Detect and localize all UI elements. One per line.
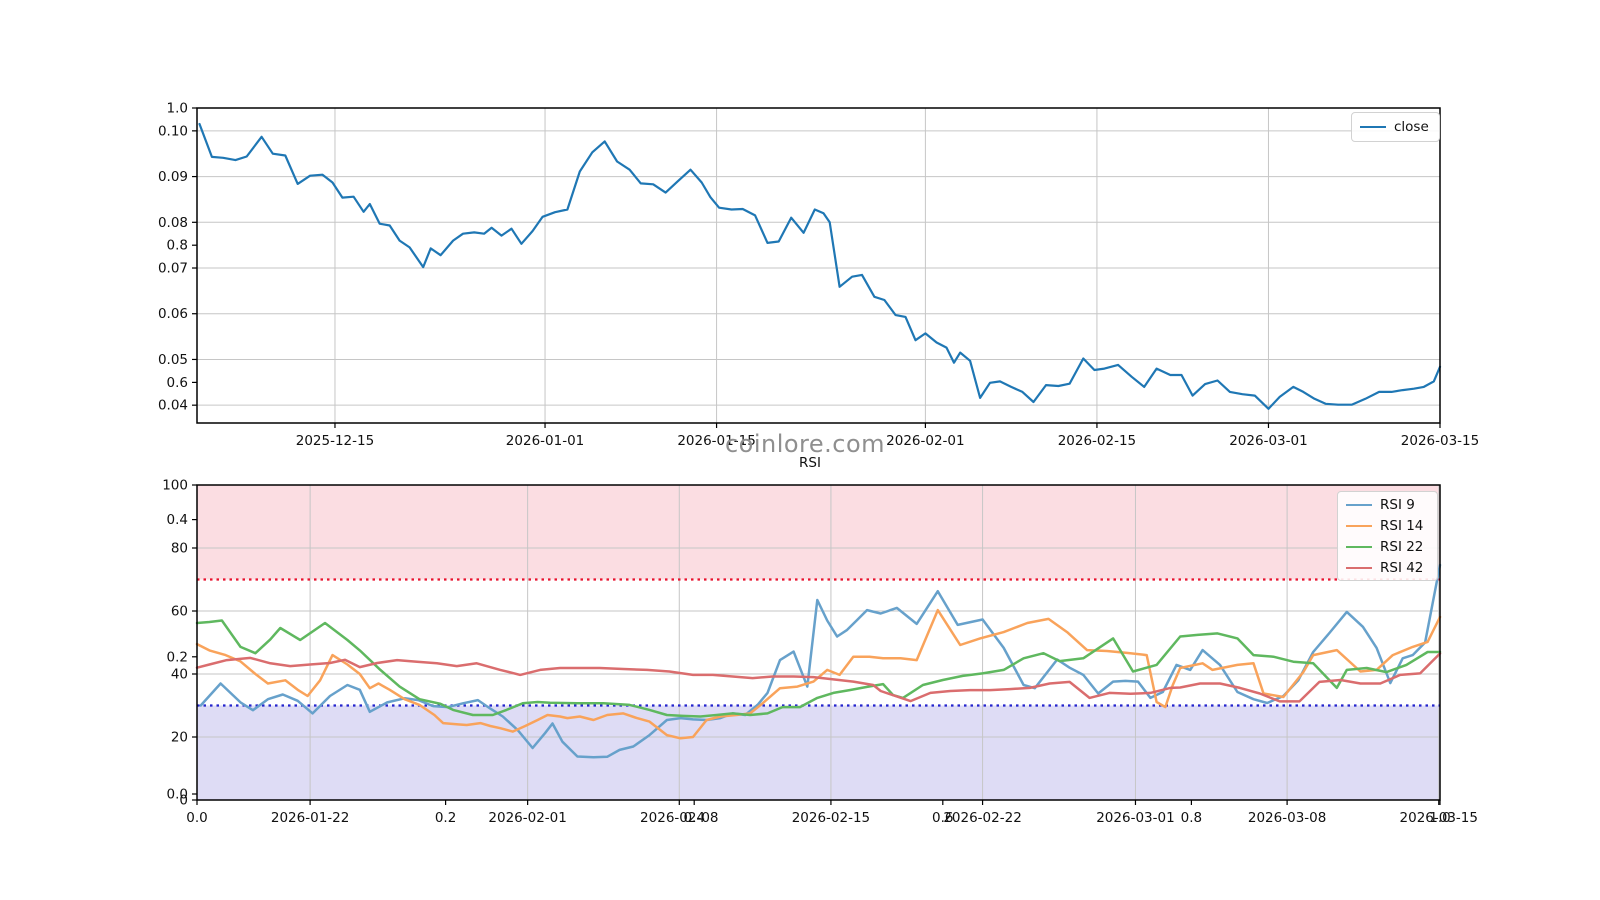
legend-label: close <box>1394 119 1429 135</box>
rsi-42-line <box>195 652 1442 703</box>
rsi-x-tick-label: 2026-03-08 <box>1248 810 1326 826</box>
rsi-band-1 <box>197 705 1440 800</box>
legend-item-rsi-22: RSI 22 <box>1346 539 1429 555</box>
price-y-tick-label: 0.09 <box>158 169 188 185</box>
price-y-tick-label: 0.05 <box>158 352 188 368</box>
rsi-band-0 <box>197 485 1440 580</box>
rsi-x-tick-label: 2026-03-15 <box>1400 810 1478 826</box>
hidden-y-tick-label: 0.8 <box>167 238 188 254</box>
rsi-x-tick-label: 2026-02-22 <box>943 810 1021 826</box>
rsi-panel <box>192 484 1442 805</box>
rsi-x-tick-label: 2026-02-15 <box>792 810 870 826</box>
price-spines <box>196 107 1441 424</box>
rsi-y-tick-label: 60 <box>171 604 188 620</box>
rsi-x-tick-label: 2026-02-08 <box>640 810 718 826</box>
legend-item-rsi-9: RSI 9 <box>1346 497 1429 513</box>
legend-label: RSI 22 <box>1380 538 1424 555</box>
hidden-default-axis <box>192 107 1441 805</box>
price-panel <box>192 107 1442 428</box>
price-x-tick-label: 2025-12-15 <box>296 433 374 449</box>
legend-swatch <box>1346 545 1372 548</box>
hidden-x-tick-label: 1.0 <box>1429 810 1450 826</box>
legend-item-rsi-42: RSI 42 <box>1346 560 1429 576</box>
price-x-tick-label: 2026-02-15 <box>1058 433 1136 449</box>
legend-label: RSI 42 <box>1380 559 1424 576</box>
hidden-y-tick-label: 0.6 <box>167 375 188 391</box>
rsi-spines <box>196 484 1441 801</box>
hidden-y-tick-label: 0.4 <box>167 512 188 528</box>
hidden-y-tick-label: 1.0 <box>167 101 188 117</box>
legend-item-rsi-14: RSI 14 <box>1346 518 1429 534</box>
price-y-tick-label: 0.07 <box>158 261 188 277</box>
price-y-tick-label: 0.06 <box>158 306 188 322</box>
legend-item-close: close <box>1360 119 1431 135</box>
rsi-y-tick-label: 80 <box>171 541 188 557</box>
hidden-x-tick-label: 0.0 <box>186 810 207 826</box>
hidden-y-tick-label: 0.2 <box>167 649 188 665</box>
hidden-x-tick-label: 0.4 <box>683 810 704 826</box>
price-y-tick-label: 0.04 <box>158 398 188 414</box>
hidden-x-tick-label: 0.8 <box>1181 810 1202 826</box>
price-y-tick-label: 0.08 <box>158 215 188 231</box>
hidden-x-tick-label: 0.6 <box>932 810 953 826</box>
rsi-y-tick-label: 0 <box>179 793 188 809</box>
legend-swatch <box>1346 524 1372 527</box>
price-x-tick-label: 2026-03-01 <box>1229 433 1307 449</box>
legend-label: RSI 14 <box>1380 517 1424 534</box>
rsi-y-tick-label: 20 <box>171 730 188 746</box>
rsi-x-tick-label: 2026-03-01 <box>1096 810 1174 826</box>
rsi-x-tick-label: 2026-02-01 <box>488 810 566 826</box>
price-x-tick-label: 2026-02-01 <box>886 433 964 449</box>
price-x-tick-label: 2026-03-15 <box>1401 433 1479 449</box>
legend-swatch <box>1346 566 1372 569</box>
price-y-tick-label: 0.10 <box>158 123 188 139</box>
legend-label: RSI 9 <box>1380 496 1415 513</box>
legend-swatch <box>1360 126 1386 128</box>
legend-swatch <box>1346 503 1372 506</box>
close-line <box>198 122 1442 410</box>
legend-close-box: close <box>1351 112 1440 142</box>
hidden-x-tick-label: 0.2 <box>435 810 456 826</box>
rsi-x-tick-label: 2026-01-22 <box>271 810 349 826</box>
legend-rsi-box: RSI 9 RSI 14 RSI 22 RSI 42 <box>1337 491 1438 581</box>
rsi-9-line <box>199 563 1442 759</box>
watermark: coinlore.com <box>724 430 886 458</box>
price-x-tick-label: 2026-01-15 <box>677 433 755 449</box>
rsi-y-tick-label: 40 <box>171 667 188 683</box>
rsi-22-line <box>195 619 1442 718</box>
hidden-y-tick-label: 0.0 <box>167 787 188 803</box>
rsi-panel-title: RSI <box>799 455 821 471</box>
rsi-y-tick-label: 100 <box>162 478 188 494</box>
price-x-tick-label: 2026-01-01 <box>506 433 584 449</box>
